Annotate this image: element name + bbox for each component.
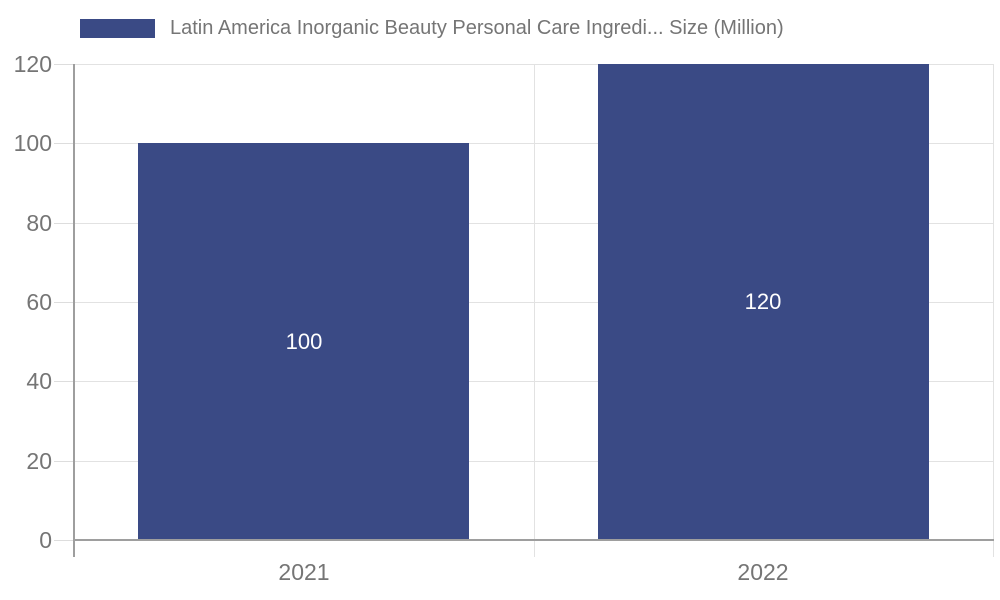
y-axis-tick-label: 80 xyxy=(26,210,52,236)
y-axis-tick xyxy=(54,540,74,541)
legend-label: Latin America Inorganic Beauty Personal … xyxy=(170,16,784,39)
y-axis-tick xyxy=(54,461,74,462)
y-axis-tick xyxy=(54,143,74,144)
y-axis-tick-label: 100 xyxy=(13,130,52,156)
y-gridline xyxy=(74,223,993,224)
y-axis-tick-label: 120 xyxy=(13,51,52,77)
y-gridline xyxy=(74,381,993,382)
x-axis-tick-label: 2021 xyxy=(278,559,330,585)
y-axis-tick-label: 20 xyxy=(26,448,52,474)
legend-swatch xyxy=(80,18,155,38)
bar-value-label: 120 xyxy=(744,289,782,314)
y-gridline xyxy=(74,461,993,462)
x-axis-line xyxy=(74,539,994,541)
y-gridline xyxy=(74,64,993,65)
y-axis-tick xyxy=(54,381,74,382)
y-gridline xyxy=(74,143,993,144)
y-axis-tick-label: 60 xyxy=(26,289,52,315)
category-boundary-gridline xyxy=(534,64,535,557)
legend-item[interactable]: Latin America Inorganic Beauty Personal … xyxy=(80,16,784,40)
bar-value-label: 100 xyxy=(285,329,323,354)
x-axis-tick-label: 2022 xyxy=(737,559,789,585)
bar-2022[interactable] xyxy=(598,64,929,540)
y-gridline xyxy=(74,302,993,303)
y-axis-tick xyxy=(54,64,74,65)
category-boundary-gridline xyxy=(993,64,994,557)
y-axis-tick xyxy=(54,302,74,303)
y-axis-tick-label: 0 xyxy=(39,527,52,553)
y-axis-tick-label: 40 xyxy=(26,368,52,394)
y-axis-tick xyxy=(54,223,74,224)
y-axis-line xyxy=(73,64,75,557)
bar-2021[interactable] xyxy=(138,143,469,540)
